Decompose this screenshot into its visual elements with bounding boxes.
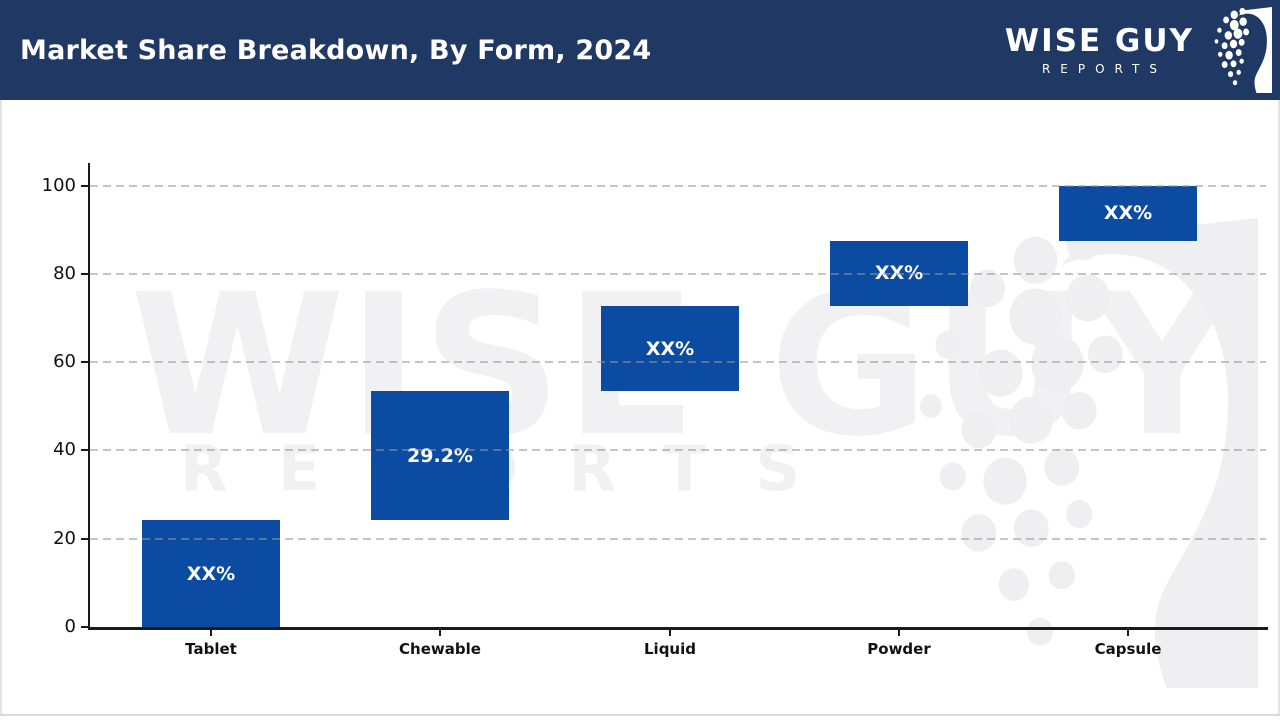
page-border-left — [0, 100, 2, 714]
gridline-80 — [90, 272, 1266, 275]
gridline-40 — [90, 449, 1266, 452]
x-tick-mark-liquid — [669, 630, 671, 636]
x-tick-mark-capsule — [1127, 630, 1129, 636]
x-tick-label-chewable: Chewable — [399, 640, 481, 658]
y-tick-mark-100 — [81, 184, 88, 187]
gridline-60 — [90, 361, 1266, 364]
y-tick-label-0: 0 — [64, 616, 76, 637]
x-axis-line — [88, 627, 1268, 630]
x-tick-mark-powder — [898, 630, 900, 636]
gridline-100 — [90, 184, 1266, 187]
y-tick-mark-20 — [81, 537, 88, 540]
x-tick-label-powder: Powder — [867, 640, 931, 658]
x-tick-mark-chewable — [439, 630, 441, 636]
x-tick-label-liquid: Liquid — [644, 640, 696, 658]
header-bar: Market Share Breakdown, By Form, 2024 WI… — [0, 0, 1280, 100]
bar-value-label-chewable: 29.2% — [407, 444, 473, 467]
chart-plot-area: XX% 29.2% XX% XX% XX% 0 20 40 60 80 100 Tablet Che… — [42, 163, 1268, 658]
y-tick-label-60: 60 — [53, 351, 76, 373]
bar-value-label-tablet: XX% — [186, 562, 236, 585]
brand-logo: WISE GUY REPORTS — [1005, 0, 1272, 100]
page-border-right — [1278, 100, 1280, 714]
y-tick-mark-40 — [81, 449, 88, 452]
y-tick-label-20: 20 — [53, 527, 76, 549]
logo-head-dots-icon — [1214, 7, 1272, 93]
gridline-20 — [90, 537, 1266, 540]
x-tick-label-tablet: Tablet — [185, 640, 237, 658]
y-tick-mark-0 — [81, 626, 88, 628]
bar-chewable: 29.2% — [371, 391, 509, 521]
x-tick-label-capsule: Capsule — [1094, 640, 1162, 658]
y-tick-label-100: 100 — [41, 174, 76, 196]
logo-subtitle: REPORTS — [1041, 61, 1167, 76]
page-border-bottom — [0, 714, 1280, 716]
x-tick-mark-tablet — [210, 630, 212, 636]
bar-value-label-liquid: XX% — [645, 337, 695, 360]
bar-tablet: XX% — [142, 520, 280, 627]
y-axis-line — [88, 163, 90, 630]
y-tick-mark-60 — [81, 361, 88, 364]
logo-wordmark: WISE GUY — [1004, 22, 1194, 59]
y-tick-label-80: 80 — [53, 262, 76, 284]
bar-value-label-capsule: XX% — [1103, 202, 1153, 225]
bar-capsule: XX% — [1059, 185, 1197, 241]
bar-liquid: XX% — [601, 306, 739, 392]
y-tick-label-40: 40 — [53, 439, 76, 461]
y-tick-mark-80 — [81, 272, 88, 275]
page-title: Market Share Breakdown, By Form, 2024 — [20, 34, 652, 66]
